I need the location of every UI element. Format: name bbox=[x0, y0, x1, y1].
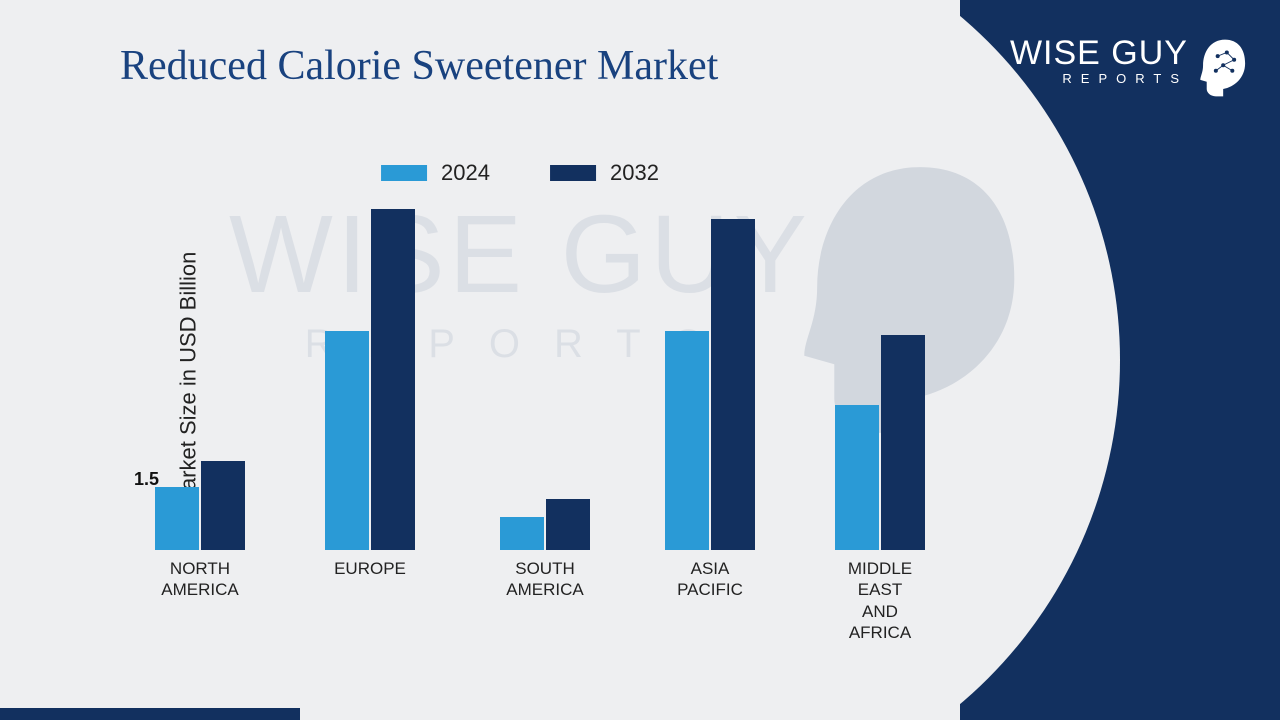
legend: 2024 2032 bbox=[381, 160, 659, 186]
bar-2024-mea bbox=[835, 405, 879, 550]
brand-head-icon bbox=[1196, 36, 1254, 100]
x-label-south-america: SOUTHAMERICA bbox=[475, 558, 615, 601]
bar-group-north-america: NORTHAMERICA bbox=[140, 461, 260, 550]
bar-2024-europe bbox=[325, 331, 369, 550]
brand-logo-main: WISE GUY bbox=[1010, 36, 1188, 70]
bar-2024-south-america bbox=[500, 517, 544, 550]
legend-label-2032: 2032 bbox=[610, 160, 659, 186]
legend-swatch-2024 bbox=[381, 165, 427, 181]
bar-2024-asia-pacific bbox=[665, 331, 709, 550]
x-label-north-america: NORTHAMERICA bbox=[130, 558, 270, 601]
brand-logo-sub: REPORTS bbox=[1010, 72, 1188, 85]
bar-chart: Market Size in USD Billion 2024 2032 1.5… bbox=[100, 160, 940, 600]
bar-group-south-america: SOUTHAMERICA bbox=[485, 499, 605, 550]
bar-group-europe: EUROPE bbox=[310, 209, 430, 550]
legend-item-2024: 2024 bbox=[381, 160, 490, 186]
bar-group-asia-pacific: ASIAPACIFIC bbox=[650, 219, 770, 550]
bottom-accent-bar bbox=[0, 708, 300, 720]
bar-group-mea: MIDDLEEASTANDAFRICA bbox=[820, 335, 940, 550]
bar-2032-asia-pacific bbox=[711, 219, 755, 550]
bar-2032-europe bbox=[371, 209, 415, 550]
bar-2032-south-america bbox=[546, 499, 590, 550]
x-label-asia-pacific: ASIAPACIFIC bbox=[640, 558, 780, 601]
bar-2032-mea bbox=[881, 335, 925, 550]
x-label-europe: EUROPE bbox=[300, 558, 440, 579]
bar-2032-north-america bbox=[201, 461, 245, 550]
legend-label-2024: 2024 bbox=[441, 160, 490, 186]
right-panel bbox=[960, 0, 1280, 720]
legend-item-2032: 2032 bbox=[550, 160, 659, 186]
legend-swatch-2032 bbox=[550, 165, 596, 181]
x-label-mea: MIDDLEEASTANDAFRICA bbox=[810, 558, 950, 643]
chart-title: Reduced Calorie Sweetener Market bbox=[120, 42, 718, 90]
brand-logo: WISE GUY REPORTS bbox=[986, 36, 1254, 100]
bar-2024-north-america bbox=[155, 487, 199, 550]
plot-area: 1.5 NORTHAMERICA EUROPE SOUTHAMERICA ASI… bbox=[140, 200, 940, 550]
